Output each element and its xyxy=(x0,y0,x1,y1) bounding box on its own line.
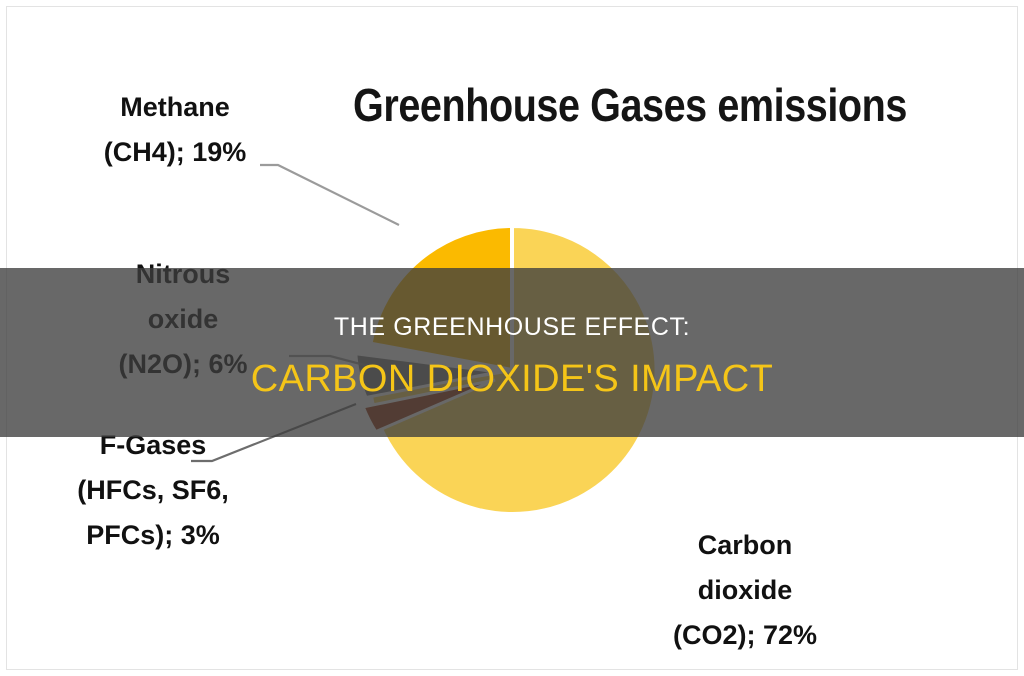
pie-label-f-gases: F-Gases (HFCs, SF6, PFCs); 3% xyxy=(77,430,229,550)
page-title: Greenhouse Gases emissions xyxy=(353,79,907,131)
pie-label-carbon-dioxide: Carbon dioxide (CO2); 72% xyxy=(672,530,818,650)
overlay-headline-primary: THE GREENHOUSE EFFECT: xyxy=(333,313,691,341)
leader-line-methane xyxy=(260,163,400,226)
overlay-headline-secondary: CARBON DIOXIDE'S IMPACT xyxy=(250,358,774,400)
overlay-banner xyxy=(0,268,1024,437)
pie-label-methane: Methane (CH4); 19% xyxy=(103,92,247,167)
